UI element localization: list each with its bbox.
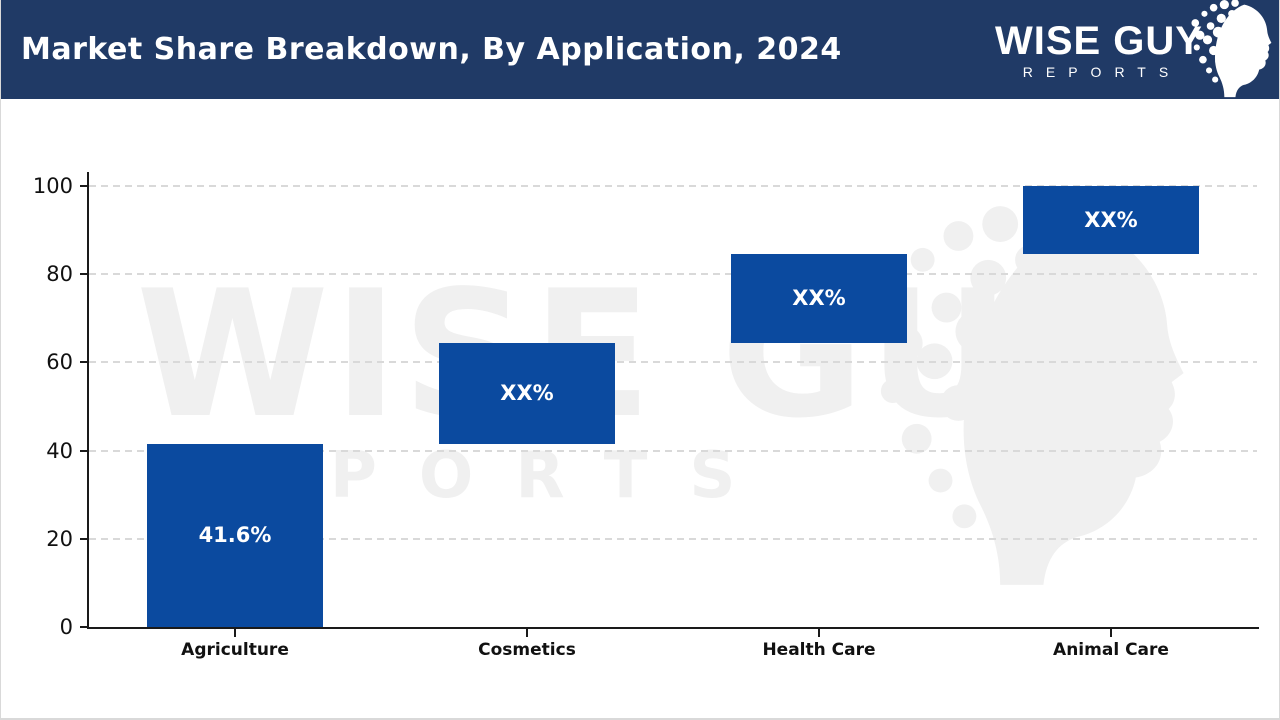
gridline-20 (89, 537, 1257, 540)
gridline-80 (89, 273, 1257, 276)
wiseguy-logo: WISE GUY REPORTS (995, 0, 1275, 97)
bar-agriculture: 41.6% (147, 443, 323, 627)
x-tick-label-cosmetics: Cosmetics (478, 640, 576, 660)
x-tick-mark-1 (234, 629, 236, 637)
y-tick-label-100: 100 (32, 174, 73, 198)
gridline-60 (89, 361, 1257, 364)
x-tick-label-agriculture: Agriculture (181, 640, 289, 660)
y-axis-line (87, 172, 89, 629)
x-axis-line (87, 627, 1259, 629)
x-tick-mark-2 (526, 629, 528, 637)
y-tick-label-20: 20 (46, 526, 73, 551)
logo-wordmark: WISE GUY REPORTS (995, 21, 1203, 80)
y-tick-label-0: 0 (59, 615, 73, 639)
y-tick-label-60: 60 (46, 350, 73, 375)
logo-name-text: WISE GUY (994, 18, 1203, 63)
y-tick-label-80: 80 (46, 262, 73, 287)
bar-value-label: XX% (1084, 208, 1138, 233)
gridline-100 (89, 185, 1257, 187)
bars-layer: 41.6% XX% XX% XX% (89, 186, 1257, 627)
bar-animal-care: XX% (1023, 186, 1199, 255)
y-tick-mark-80 (80, 273, 88, 276)
bar-health-care: XX% (731, 254, 907, 343)
bar-cosmetics: XX% (439, 342, 615, 444)
y-tick-mark-40 (80, 449, 88, 452)
bar-value-label: XX% (792, 286, 846, 311)
y-tick-mark-60 (80, 361, 88, 364)
chart-title: Market Share Breakdown, By Application, … (21, 32, 842, 67)
bar-value-label: XX% (500, 381, 554, 406)
y-tick-mark-0 (80, 626, 88, 628)
x-tick-label-health-care: Health Care (762, 640, 876, 660)
bar-value-label: 41.6% (198, 523, 272, 548)
header-band: Market Share Breakdown, By Application, … (1, 0, 1279, 99)
x-tick-mark-4 (1110, 629, 1112, 637)
gridline-40 (89, 449, 1257, 452)
y-tick-label-40: 40 (46, 438, 73, 463)
y-tick-mark-100 (80, 185, 88, 187)
x-tick-mark-3 (818, 629, 820, 637)
y-tick-mark-20 (80, 537, 88, 540)
x-tick-label-animal-care: Animal Care (1053, 640, 1169, 660)
logo-sub-text: REPORTS (1022, 63, 1182, 80)
